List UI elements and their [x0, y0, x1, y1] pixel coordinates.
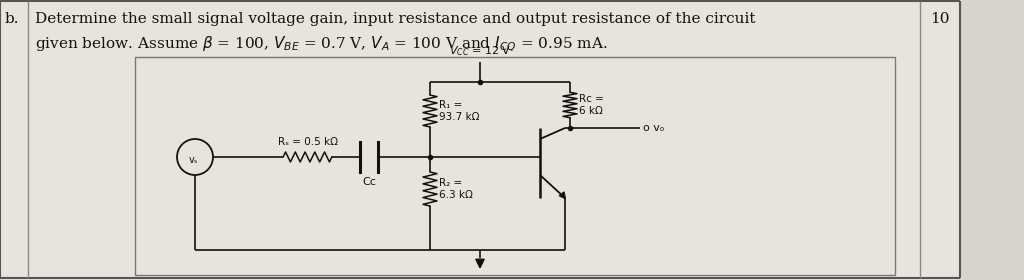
- Text: b.: b.: [5, 12, 19, 26]
- Text: $V_{CC}$ = 12 V: $V_{CC}$ = 12 V: [449, 44, 511, 58]
- Text: R₁ =
93.7 kΩ: R₁ = 93.7 kΩ: [439, 100, 479, 122]
- Text: R₂ =
6.3 kΩ: R₂ = 6.3 kΩ: [439, 178, 473, 200]
- Text: Determine the small signal voltage gain, input resistance and output resistance : Determine the small signal voltage gain,…: [35, 12, 756, 26]
- Text: o vₒ: o vₒ: [643, 123, 665, 133]
- Text: given below. Assume $\beta$ = 100, $V_{BE}$ = 0.7 V, $V_A$ = 100 V and $I_{CQ}$ : given below. Assume $\beta$ = 100, $V_{B…: [35, 35, 607, 54]
- Text: 10: 10: [930, 12, 949, 26]
- Text: vₛ: vₛ: [188, 155, 198, 165]
- Bar: [135, 57, 895, 275]
- Text: Cᴄ: Cᴄ: [362, 177, 376, 187]
- Text: Rᴄ =
6 kΩ: Rᴄ = 6 kΩ: [579, 94, 604, 116]
- Text: Rₛ = 0.5 kΩ: Rₛ = 0.5 kΩ: [278, 137, 338, 147]
